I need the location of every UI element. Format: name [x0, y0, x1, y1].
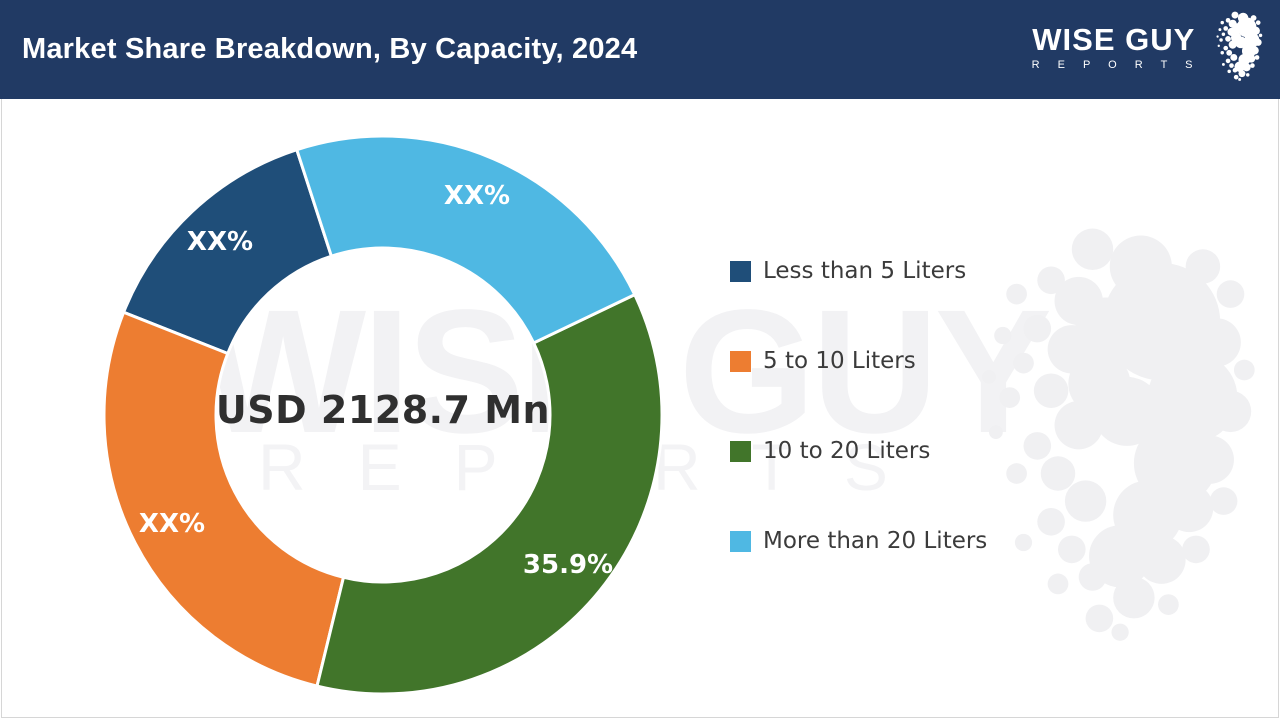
pie-slice-10-to-20-liters [315, 293, 664, 696]
legend-swatch-more-than-20-liters [730, 530, 751, 552]
legend-label-10-to-20-liters: 10 to 20 Liters [763, 438, 931, 464]
legend-item-5-to-10-liters: 5 to 10 Liters [730, 348, 987, 374]
legend-label-less-than-5-liters: Less than 5 Liters [763, 258, 967, 284]
slice-value-label-less-than-5-liters: XX% [186, 227, 254, 257]
legend-swatch-less-than-5-liters [730, 260, 751, 282]
slice-value-label-10-to-20-liters: 35.9% [522, 550, 614, 580]
wiseguy-logo-wordmark: WISE GUY [1032, 21, 1196, 57]
donut-center-value: USD 2128.7 Mn [215, 388, 551, 432]
legend-label-more-than-20-liters: More than 20 Liters [763, 528, 988, 554]
slice-value-label-5-to-10-liters: XX% [138, 509, 206, 539]
legend-item-less-than-5-liters: Less than 5 Liters [730, 258, 987, 284]
wiseguy-logo-subtext: R E P O R T S [1031, 59, 1200, 72]
legend-swatch-5-to-10-liters [730, 350, 751, 372]
donut-chart [102, 134, 664, 696]
pie-slice-5-to-10-liters [102, 310, 345, 688]
wiseguy-logo-text: WISE GUY R E P O R T S [1028, 21, 1200, 72]
legend-swatch-10-to-20-liters [730, 440, 751, 462]
header-bar: Market Share Breakdown, By Capacity, 202… [0, 0, 1280, 99]
pie-slice-more-than-20-liters [295, 134, 637, 345]
page-title: Market Share Breakdown, By Capacity, 202… [22, 33, 638, 65]
chart-legend: Less than 5 Liters 5 to 10 Liters 10 to 20… [730, 258, 988, 619]
slice-value-label-more-than-20-liters: XX% [443, 181, 511, 211]
wiseguy-face-icon [1216, 11, 1263, 81]
legend-item-more-than-20-liters: More than 20 Liters [730, 528, 988, 554]
legend-label-5-to-10-liters: 5 to 10 Liters [763, 348, 916, 374]
legend-item-10-to-20-liters: 10 to 20 Liters [730, 438, 987, 464]
wiseguy-logo: WISE GUY R E P O R T S [1028, 10, 1264, 84]
